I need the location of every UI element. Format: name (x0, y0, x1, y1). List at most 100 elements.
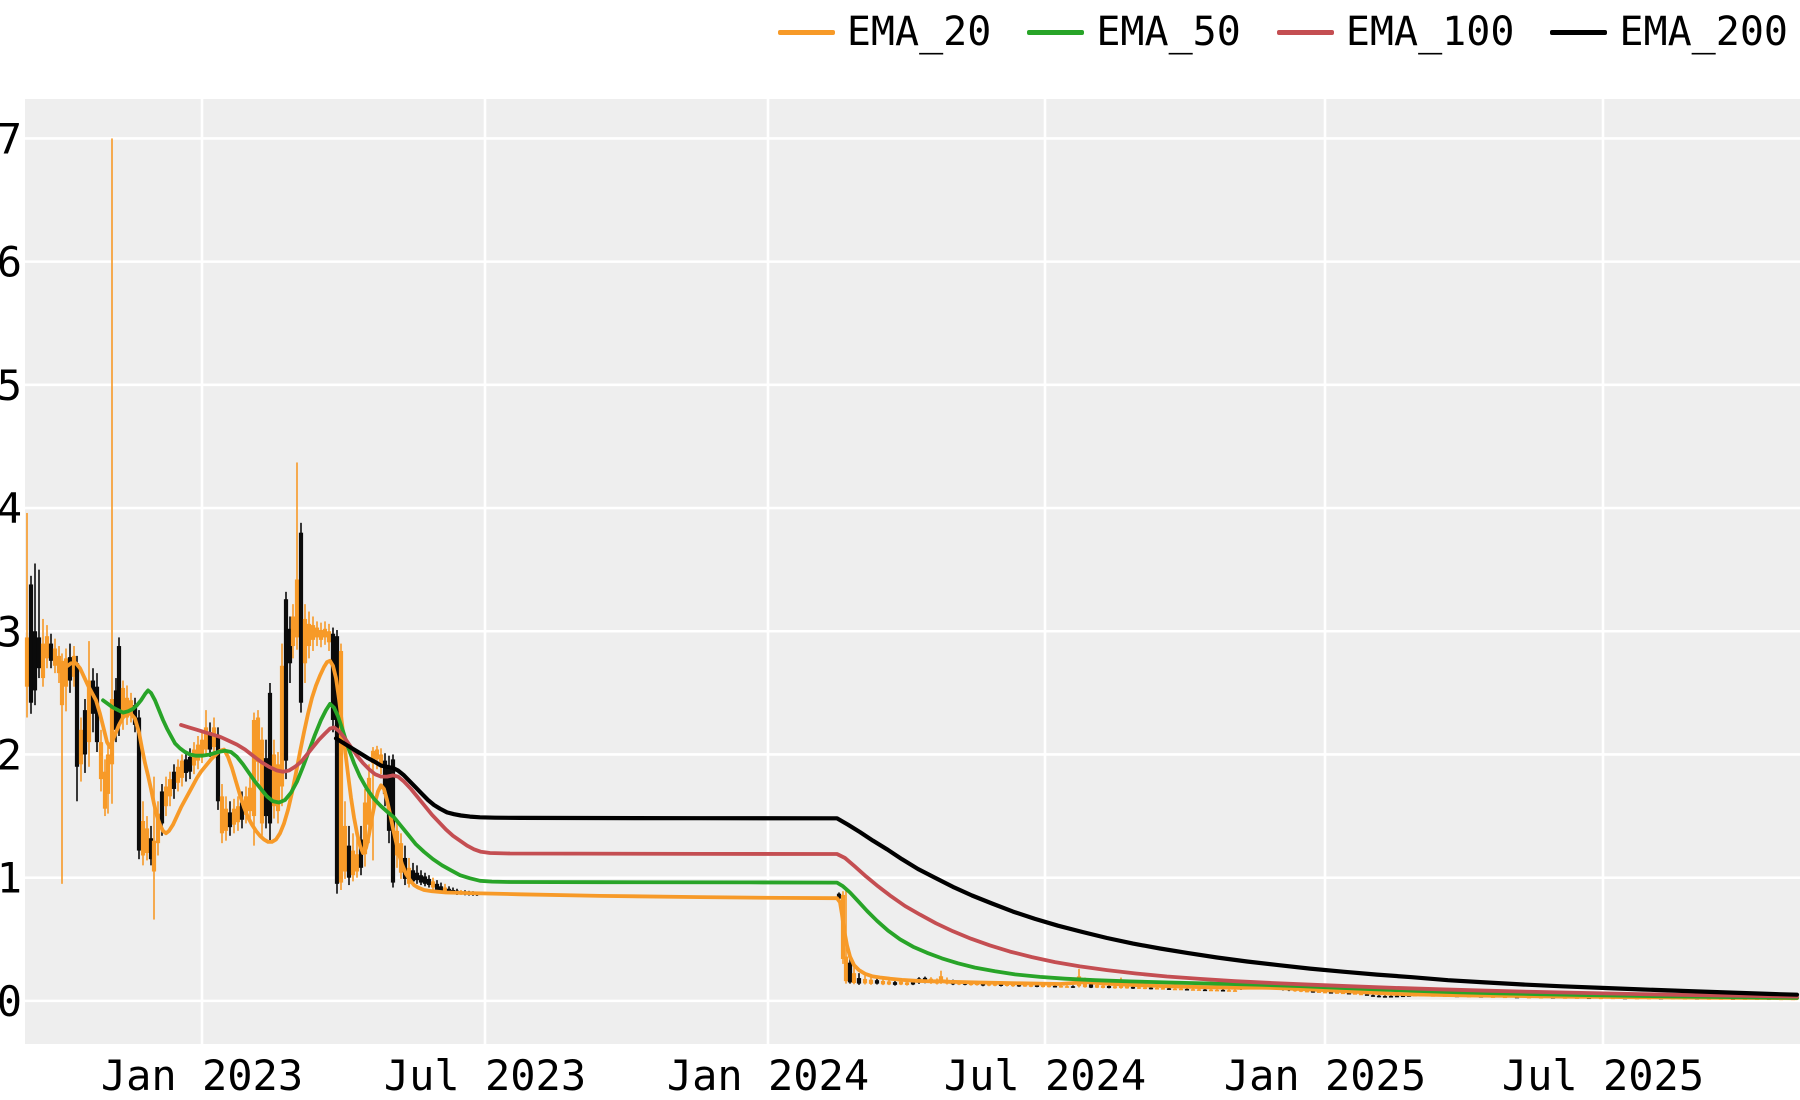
x-axis-tick-label: Jan 2025 (1224, 1051, 1426, 1100)
candle-wick (1192, 987, 1194, 991)
candle-body (378, 754, 384, 766)
legend-item-ema-20: EMA_20 (777, 12, 991, 52)
candle-body (1220, 989, 1226, 992)
y-axis-tick-label: 0 (0, 977, 22, 1026)
candle-body (275, 764, 281, 812)
candle-body (231, 808, 237, 825)
candle-body (223, 808, 229, 831)
candle-body (1400, 995, 1406, 998)
candle-body (430, 881, 436, 888)
candle-body (1334, 992, 1340, 994)
candle-body (105, 754, 111, 794)
candle-body (63, 658, 69, 687)
candle-body (446, 888, 452, 893)
candle-body (199, 739, 205, 755)
candle-body (235, 806, 241, 823)
candle-body (171, 771, 177, 789)
candle-body (1322, 991, 1328, 994)
candle-body (1388, 995, 1394, 998)
ema-50-line (101, 688, 1799, 1000)
candle-body (370, 750, 376, 764)
legend-item-ema-100: EMA_100 (1276, 9, 1515, 55)
y-axis-tick-label: 1 (0, 854, 22, 903)
candle-body (290, 616, 296, 647)
candle-body (195, 744, 201, 761)
candle-body (862, 978, 868, 984)
candle-body (1376, 995, 1382, 998)
candle-body (203, 727, 209, 750)
candle-body (322, 628, 328, 638)
candle-body (851, 973, 857, 984)
candle-body (227, 812, 233, 828)
candle-body (314, 627, 320, 638)
candle-body (302, 618, 308, 664)
candle-body (350, 850, 356, 876)
x-axis-tick-label: Jul 2024 (944, 1051, 1146, 1100)
candle-body (1130, 986, 1136, 989)
y-axis-tick-label: 3 (0, 607, 22, 656)
candle-body (1166, 988, 1172, 990)
candle-body (843, 956, 849, 982)
candle-body (140, 820, 146, 856)
candle-body (310, 625, 316, 640)
candle-body (86, 680, 92, 743)
legend-item-ema-200: EMA_200 (1550, 12, 1788, 52)
candle-body (116, 646, 122, 723)
candle-body (1310, 991, 1316, 993)
candle-body (247, 787, 253, 812)
candle-body (1352, 993, 1358, 995)
candle-body (219, 796, 225, 834)
candle-body (187, 756, 193, 772)
candle-body (847, 962, 853, 983)
candle-body (1340, 992, 1346, 995)
candle-body (358, 839, 364, 868)
candle-body (306, 623, 312, 647)
candle-body (102, 771, 108, 809)
candle-body (1058, 985, 1064, 988)
ema-200-line (333, 736, 1800, 997)
candle-wick (1198, 988, 1200, 991)
candle-body (175, 766, 181, 783)
candle-body (442, 887, 448, 892)
candle-body (36, 637, 42, 669)
chart-legend: EMA_20 EMA_50 EMA_100 EMA_200 (777, 9, 1788, 55)
candle-wick (1234, 989, 1236, 992)
candle-body (330, 633, 336, 720)
candle-body (215, 734, 221, 802)
candle-body (48, 643, 54, 661)
candle-body (338, 650, 344, 883)
candle-body (179, 760, 185, 778)
y-axis-tick-label: 2 (0, 730, 22, 779)
candle-body (44, 636, 50, 659)
candle-body (1346, 992, 1352, 995)
candle-body (836, 893, 842, 899)
candle-body (191, 749, 197, 766)
candle-body (354, 854, 360, 872)
candle-body (342, 825, 348, 872)
candle-body (1022, 984, 1028, 987)
candle-body (414, 872, 420, 881)
candle-body (886, 981, 892, 985)
candle-body (136, 717, 142, 851)
legend-label: EMA_100 (1345, 9, 1515, 55)
candle-body (1190, 989, 1196, 991)
candle-body (1226, 990, 1232, 992)
candle-body (1328, 992, 1334, 994)
candle-body (1070, 986, 1076, 988)
candle-wick (296, 462, 298, 650)
candle-body (386, 765, 392, 831)
candle-body (426, 878, 432, 886)
candle-body (880, 980, 886, 985)
candle-body (159, 791, 165, 824)
candle-body (904, 982, 910, 985)
candle-body (78, 729, 84, 765)
candle-body (1004, 984, 1010, 986)
candle-body (183, 759, 189, 773)
candle-body (1094, 984, 1100, 988)
candle-body (40, 643, 46, 679)
candle-body (1100, 985, 1106, 988)
candle-body (124, 697, 130, 718)
candle-body (287, 628, 293, 664)
